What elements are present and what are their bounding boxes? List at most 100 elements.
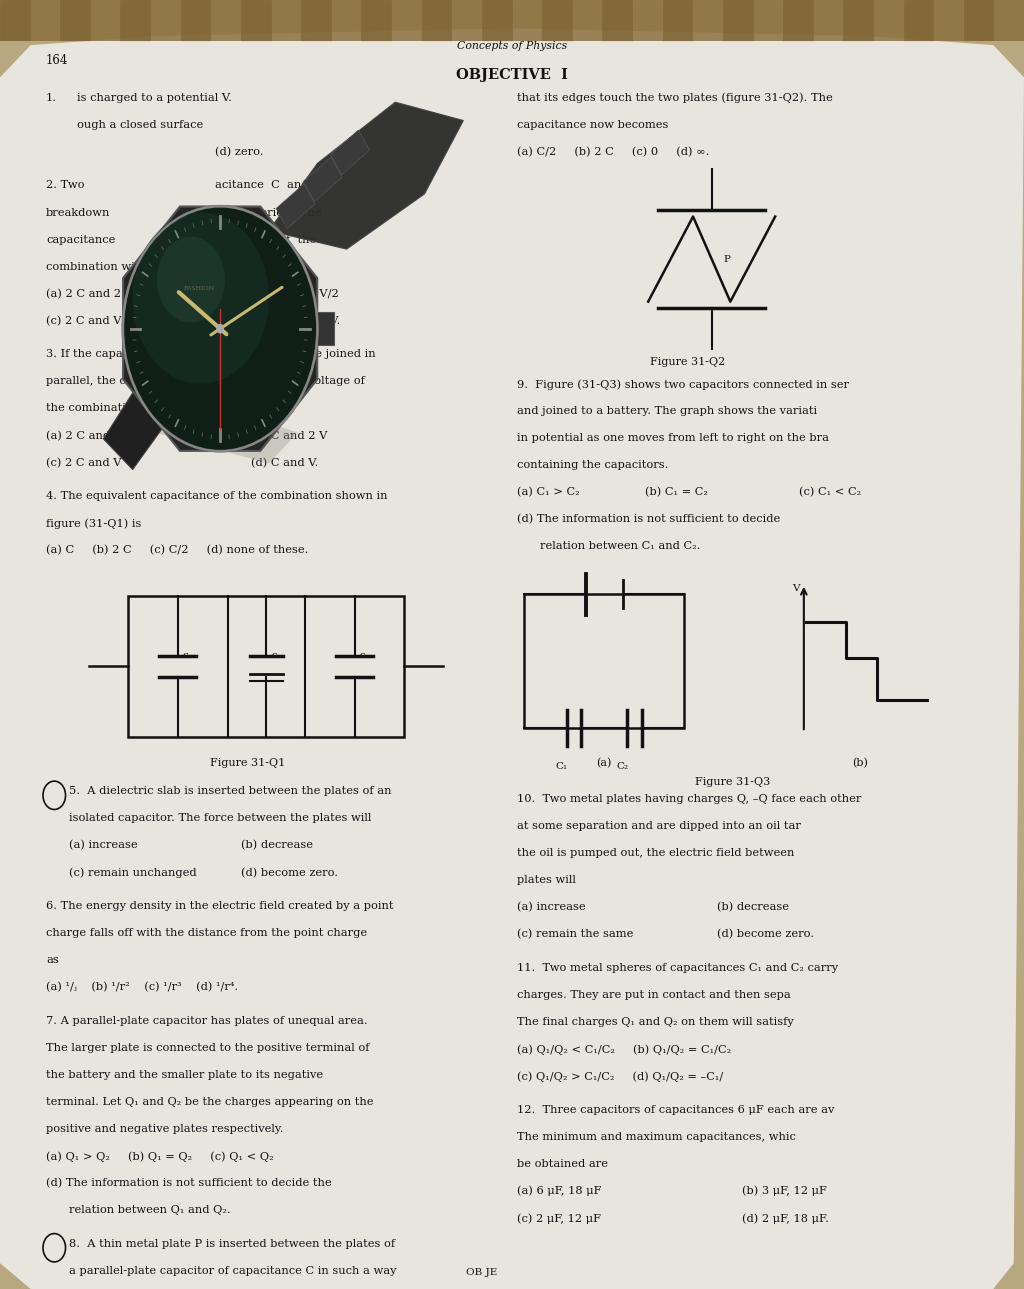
Text: a parallel-plate capacitor of capacitance C in such a way: a parallel-plate capacitor of capacitanc… <box>69 1266 396 1276</box>
Circle shape <box>216 324 224 334</box>
Text: at some separation and are dipped into an oil tar: at some separation and are dipped into a… <box>517 821 801 831</box>
Text: 11.  Two metal spheres of capacitances C₁ and C₂ carry: 11. Two metal spheres of capacitances C₁… <box>517 963 839 973</box>
Text: (c) 2 C and V: (c) 2 C and V <box>46 458 122 468</box>
Text: charges. They are put in contact and then sepa: charges. They are put in contact and the… <box>517 990 791 1000</box>
Text: the combination will be: the combination will be <box>46 403 182 414</box>
Text: 1.: 1. <box>46 93 57 103</box>
Text: C₂: C₂ <box>616 762 628 771</box>
Text: (d) become zero.: (d) become zero. <box>241 867 338 878</box>
Text: is charged to a potential V.: is charged to a potential V. <box>77 93 231 103</box>
Text: the battery and the smaller plate to its negative: the battery and the smaller plate to its… <box>46 1070 324 1080</box>
Bar <box>180 0 211 41</box>
Text: c: c <box>183 651 188 660</box>
Text: (b) decrease: (b) decrease <box>241 840 312 851</box>
Text: (c) Q₁/Q₂ > C₁/C₂     (d) Q₁/Q₂ = –C₁/: (c) Q₁/Q₂ > C₁/C₂ (d) Q₁/Q₂ = –C₁/ <box>517 1071 723 1081</box>
Text: relation between Q₁ and Q₂.: relation between Q₁ and Q₂. <box>69 1205 230 1216</box>
Text: (b): (b) <box>852 758 868 768</box>
Text: Concepts of Physics: Concepts of Physics <box>457 41 567 52</box>
Text: as: as <box>46 955 58 965</box>
Text: 10.  Two metal plates having charges Q, –Q face each other: 10. Two metal plates having charges Q, –… <box>517 794 861 804</box>
Bar <box>844 0 874 41</box>
Text: 6. The energy density in the electric field created by a point: 6. The energy density in the electric fi… <box>46 901 393 911</box>
Bar <box>361 0 392 41</box>
Text: (c) remain the same: (c) remain the same <box>517 929 634 940</box>
Text: (a) C₁ > C₂: (a) C₁ > C₂ <box>517 487 580 498</box>
Bar <box>482 0 513 41</box>
Text: 164: 164 <box>46 54 69 67</box>
Text: V: V <box>793 584 800 593</box>
Text: (b) C/2 and V/2: (b) C/2 and V/2 <box>251 289 339 299</box>
Text: 12.  Three capacitors of capacitances 6 μF each are av: 12. Three capacitors of capacitances 6 μ… <box>517 1105 835 1115</box>
Text: and joined to a battery. The graph shows the variati: and joined to a battery. The graph shows… <box>517 406 817 416</box>
Bar <box>964 0 994 41</box>
Circle shape <box>133 213 268 384</box>
Bar <box>312 312 334 345</box>
Text: (a) C     (b) 2 C     (c) C/2     (d) none of these.: (a) C (b) 2 C (c) C/2 (d) none of these. <box>46 545 308 556</box>
Text: (a) 2 C and 2 V: (a) 2 C and 2 V <box>46 431 133 441</box>
Bar <box>783 0 814 41</box>
Text: isolated capacitor. The force between the plates will: isolated capacitor. The force between th… <box>69 813 371 824</box>
Text: breakdown: breakdown <box>46 208 111 218</box>
Text: Figure 31-Q3: Figure 31-Q3 <box>694 777 770 788</box>
Bar <box>903 0 934 41</box>
Text: (a): (a) <box>596 758 612 768</box>
Text: (a) 2 C and 2 V: (a) 2 C and 2 V <box>46 289 133 299</box>
Text: The final charges Q₁ and Q₂ on them will satisfy: The final charges Q₁ and Q₂ on them will… <box>517 1017 794 1027</box>
Text: (a) increase: (a) increase <box>69 840 137 851</box>
Bar <box>542 0 572 41</box>
Text: 7. A parallel-plate capacitor has plates of unequal area.: 7. A parallel-plate capacitor has plates… <box>46 1016 368 1026</box>
Text: P: P <box>724 255 731 264</box>
Text: 2. Two: 2. Two <box>46 180 85 191</box>
Text: (d) 2 μF, 18 μF.: (d) 2 μF, 18 μF. <box>742 1213 829 1223</box>
Text: plates will: plates will <box>517 875 575 886</box>
Text: c: c <box>271 651 278 660</box>
Text: (b) C and 2 V: (b) C and 2 V <box>251 431 328 441</box>
Text: (b) 3 μF, 12 μF: (b) 3 μF, 12 μF <box>742 1186 827 1196</box>
Text: (c) C₁ < C₂: (c) C₁ < C₂ <box>799 487 861 498</box>
Text: (a) Q₁/Q₂ < C₁/C₂     (b) Q₁/Q₂ = C₁/C₂: (a) Q₁/Q₂ < C₁/C₂ (b) Q₁/Q₂ = C₁/C₂ <box>517 1044 731 1054</box>
Polygon shape <box>103 378 181 469</box>
Text: (c) remain unchanged: (c) remain unchanged <box>69 867 197 878</box>
Text: (d) zero.: (d) zero. <box>215 147 263 157</box>
Text: combination will: combination will <box>46 262 142 272</box>
Text: the oil is pumped out, the electric field between: the oil is pumped out, the electric fiel… <box>517 848 795 858</box>
Text: that its edges touch the two plates (figure 31-Q2). The: that its edges touch the two plates (fig… <box>517 93 833 103</box>
Circle shape <box>123 206 317 451</box>
Text: charge falls off with the distance from the point charge: charge falls off with the distance from … <box>46 928 368 938</box>
Bar <box>422 0 453 41</box>
Polygon shape <box>0 28 1024 1289</box>
Text: 4. The equivalent capacitance of the combination shown in: 4. The equivalent capacitance of the com… <box>46 491 387 501</box>
Text: capacitance: capacitance <box>46 235 116 245</box>
Text: ed  in  series.  The: ed in series. The <box>215 208 322 218</box>
Text: terminal. Let Q₁ and Q₂ be the charges appearing on the: terminal. Let Q₁ and Q₂ be the charges a… <box>46 1097 374 1107</box>
Text: n  voltage  of  the: n voltage of the <box>215 235 316 245</box>
Bar <box>331 130 370 175</box>
Text: Figure 31-Q2: Figure 31-Q2 <box>650 357 725 367</box>
Bar <box>121 0 152 41</box>
Text: (d) The information is not sufficient to decide the: (d) The information is not sufficient to… <box>46 1178 332 1188</box>
Text: (d) The information is not sufficient to decide: (d) The information is not sufficient to… <box>517 514 780 525</box>
Text: 5.  A dielectric slab is inserted between the plates of an: 5. A dielectric slab is inserted between… <box>69 786 391 797</box>
Text: C₁: C₁ <box>555 762 567 771</box>
Text: parallel, the capacitance and the breakdown voltage of: parallel, the capacitance and the breakd… <box>46 376 365 387</box>
Text: 8.  A thin metal plate P is inserted between the plates of: 8. A thin metal plate P is inserted betw… <box>69 1239 394 1249</box>
Text: figure (31-Q1) is: figure (31-Q1) is <box>46 518 141 528</box>
Text: (d) C/2 and 2 V.: (d) C/2 and 2 V. <box>251 316 340 326</box>
Bar <box>303 157 342 201</box>
Text: The larger plate is connected to the positive terminal of: The larger plate is connected to the pos… <box>46 1043 370 1053</box>
Text: containing the capacitors.: containing the capacitors. <box>517 460 669 470</box>
Text: (c) 2 μF, 12 μF: (c) 2 μF, 12 μF <box>517 1213 601 1223</box>
Text: positive and negative plates respectively.: positive and negative plates respectivel… <box>46 1124 284 1134</box>
Bar <box>0 0 31 41</box>
Text: 9.  Figure (31-Q3) shows two capacitors connected in ser: 9. Figure (31-Q3) shows two capacitors c… <box>517 379 849 389</box>
Text: (a) 6 μF, 18 μF: (a) 6 μF, 18 μF <box>517 1186 602 1196</box>
Polygon shape <box>123 206 317 451</box>
Bar <box>524 594 684 728</box>
Text: be obtained are: be obtained are <box>517 1159 608 1169</box>
Text: relation between C₁ and C₂.: relation between C₁ and C₂. <box>540 541 700 552</box>
Text: OBJECTIVE  I: OBJECTIVE I <box>456 68 568 82</box>
Polygon shape <box>133 389 298 464</box>
Text: acitance  C  and: acitance C and <box>215 180 308 191</box>
Bar <box>301 0 332 41</box>
Text: (a) Q₁ > Q₂     (b) Q₁ = Q₂     (c) Q₁ < Q₂: (a) Q₁ > Q₂ (b) Q₁ = Q₂ (c) Q₁ < Q₂ <box>46 1151 273 1161</box>
